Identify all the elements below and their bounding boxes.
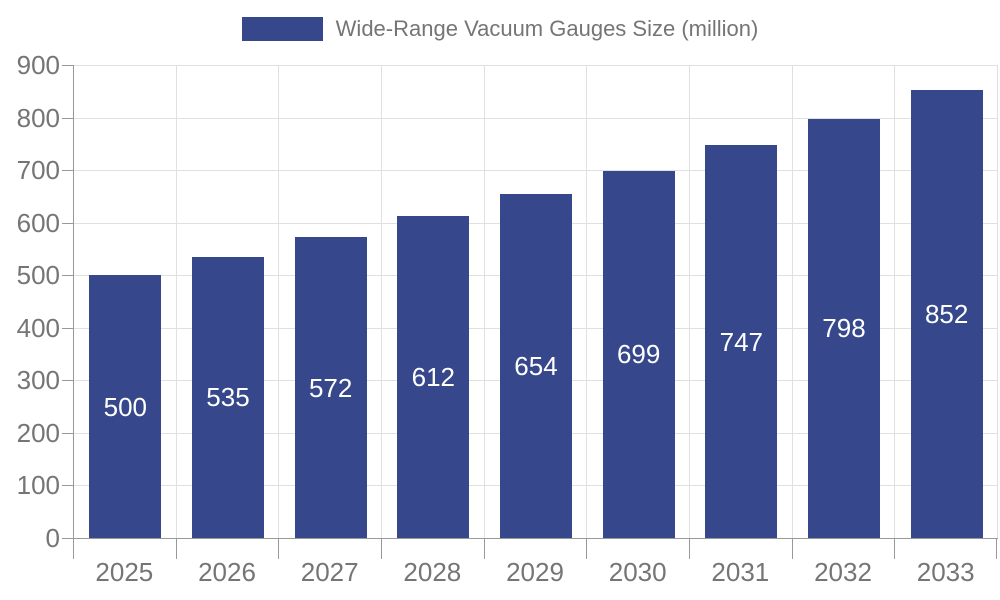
bar-value-label: 798 — [822, 313, 866, 344]
y-axis-tick — [62, 485, 73, 487]
y-axis-tick — [62, 327, 73, 329]
y-axis-tick — [62, 275, 73, 277]
x-gridline — [894, 65, 896, 538]
legend-label: Wide-Range Vacuum Gauges Size (million) — [335, 16, 759, 41]
y-axis-tick — [62, 65, 73, 66]
y-axis-tick — [62, 538, 73, 539]
bar[interactable]: 699 — [602, 170, 675, 538]
y-axis-label: 200 — [16, 417, 60, 448]
x-gridline — [997, 65, 998, 538]
x-axis-tick — [586, 539, 588, 559]
x-axis-tick — [996, 539, 997, 559]
legend-swatch — [241, 17, 323, 41]
bar-value-label: 535 — [206, 382, 250, 413]
x-axis-tick — [175, 539, 177, 559]
x-axis-tick — [73, 539, 74, 559]
bar[interactable]: 572 — [294, 237, 367, 538]
x-axis-tick — [791, 539, 793, 559]
y-axis-label: 600 — [16, 207, 60, 238]
bar-value-label: 500 — [103, 391, 148, 422]
x-gridline — [791, 65, 793, 538]
bar-value-label: 612 — [411, 362, 456, 393]
y-axis-label: 500 — [16, 260, 60, 291]
x-axis-label: 2029 — [506, 557, 564, 587]
x-axis-label: 2030 — [608, 557, 667, 587]
bar[interactable]: 500 — [89, 275, 162, 538]
y-axis-tick — [62, 170, 73, 172]
y-axis-label: 800 — [16, 102, 60, 133]
bar[interactable]: 747 — [705, 145, 778, 538]
bar-value-label: 852 — [924, 299, 969, 330]
y-gridline — [74, 170, 998, 172]
y-axis-tick — [62, 117, 73, 119]
x-axis-tick — [689, 539, 690, 559]
bar[interactable]: 612 — [397, 216, 470, 538]
x-axis-tick — [894, 539, 896, 559]
x-axis-label: 2033 — [916, 557, 975, 587]
x-axis-label: 2031 — [711, 557, 770, 587]
x-axis-label: 2032 — [814, 557, 872, 587]
y-axis-tick — [62, 432, 73, 434]
y-gridline — [74, 65, 998, 66]
y-axis-label: 700 — [16, 155, 60, 186]
bar[interactable]: 798 — [808, 118, 880, 538]
bar[interactable]: 535 — [192, 256, 264, 538]
y-axis-label: 300 — [16, 365, 60, 396]
x-axis-label: 2026 — [198, 557, 256, 587]
bar[interactable]: 852 — [910, 90, 983, 538]
plot-area: 500 535 572 612 654 699 747 798 852 — [73, 65, 998, 539]
x-gridline — [381, 65, 382, 538]
x-gridline — [175, 65, 177, 538]
y-axis-label: 400 — [16, 312, 60, 343]
bar-value-label: 654 — [514, 351, 558, 382]
y-axis-label: 0 — [45, 523, 60, 553]
y-axis-label: 100 — [16, 470, 60, 501]
x-gridline — [483, 65, 485, 538]
bar[interactable]: 654 — [500, 194, 572, 538]
x-axis-label: 2025 — [95, 557, 154, 587]
x-gridline — [278, 65, 280, 538]
y-gridline — [74, 117, 998, 119]
x-axis-tick — [278, 539, 280, 559]
y-axis-tick — [62, 380, 73, 382]
x-axis-label: 2028 — [403, 557, 462, 587]
bar-value-label: 747 — [719, 326, 764, 357]
x-axis-tick — [483, 539, 485, 559]
x-gridline — [689, 65, 690, 538]
bar-value-label: 699 — [616, 339, 661, 370]
legend-item[interactable]: Wide-Range Vacuum Gauges Size (million) — [0, 16, 1000, 42]
x-gridline — [586, 65, 588, 538]
y-axis-label: 900 — [16, 50, 60, 80]
x-axis-tick — [381, 539, 382, 559]
bar-value-label: 572 — [308, 372, 353, 403]
x-axis-label: 2027 — [300, 557, 359, 587]
y-axis-tick — [62, 222, 73, 224]
